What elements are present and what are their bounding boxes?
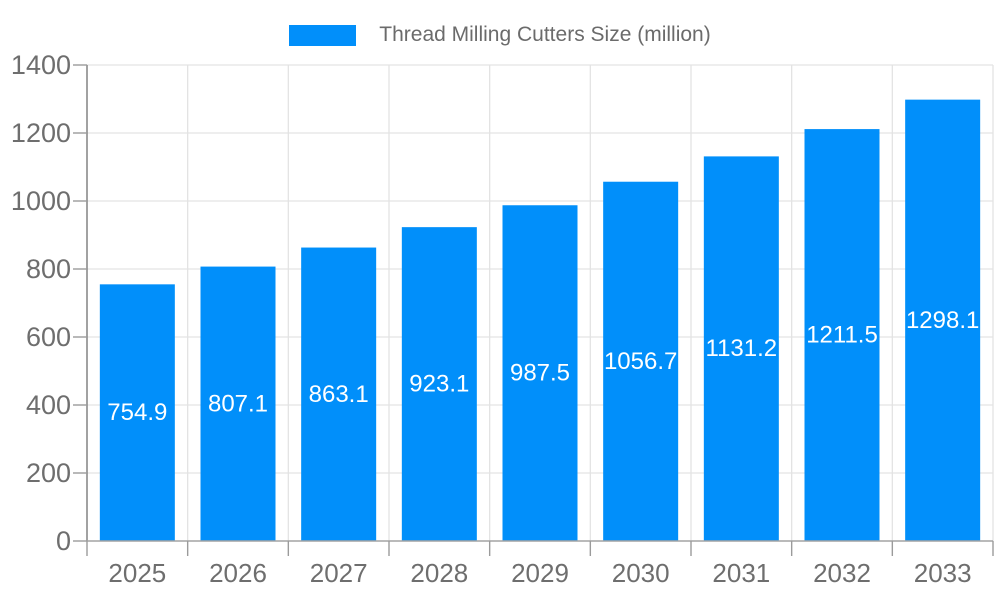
bar[interactable] [603,181,679,542]
bar[interactable] [502,205,578,541]
x-axis-label: 2029 [511,558,569,588]
bar[interactable] [703,156,779,541]
x-axis-label: 2027 [310,558,368,588]
legend-swatch[interactable] [289,24,357,46]
x-axis-label: 2025 [108,558,166,588]
bar[interactable] [804,129,880,541]
bar-value-label: 754.9 [107,399,167,426]
bar-value-label: 863.1 [309,381,369,408]
bar-value-label: 923.1 [409,371,469,398]
y-axis-label: 800 [26,254,71,284]
bar[interactable] [301,247,377,541]
x-axis-label: 2028 [410,558,468,588]
bar[interactable] [99,284,175,541]
y-axis-label: 600 [26,322,71,352]
x-axis-label: 2031 [712,558,770,588]
bar-value-label: 1131.2 [706,335,778,362]
legend-label[interactable]: Thread Milling Cutters Size (million) [379,23,711,46]
y-axis-label: 1400 [11,50,71,80]
x-axis-label: 2033 [914,558,972,588]
y-axis-label: 1200 [11,118,71,148]
bar-value-label: 1056.7 [604,348,677,375]
y-axis-label: 1000 [11,186,71,216]
bar-value-label: 807.1 [208,390,268,417]
x-axis-label: 2026 [209,558,267,588]
bar-value-label: 1298.1 [906,307,979,334]
bar[interactable] [200,266,276,541]
y-axis-label: 400 [26,390,71,420]
x-axis-label: 2030 [612,558,670,588]
bar[interactable] [905,99,981,542]
bar[interactable] [401,227,477,541]
y-axis-label: 0 [56,526,71,556]
x-axis-label: 2032 [813,558,871,588]
bar-value-label: 1211.5 [806,322,878,349]
y-axis-label: 200 [26,458,71,488]
bar-value-label: 987.5 [510,360,570,387]
legend: Thread Milling Cutters Size (million) [0,23,1000,47]
